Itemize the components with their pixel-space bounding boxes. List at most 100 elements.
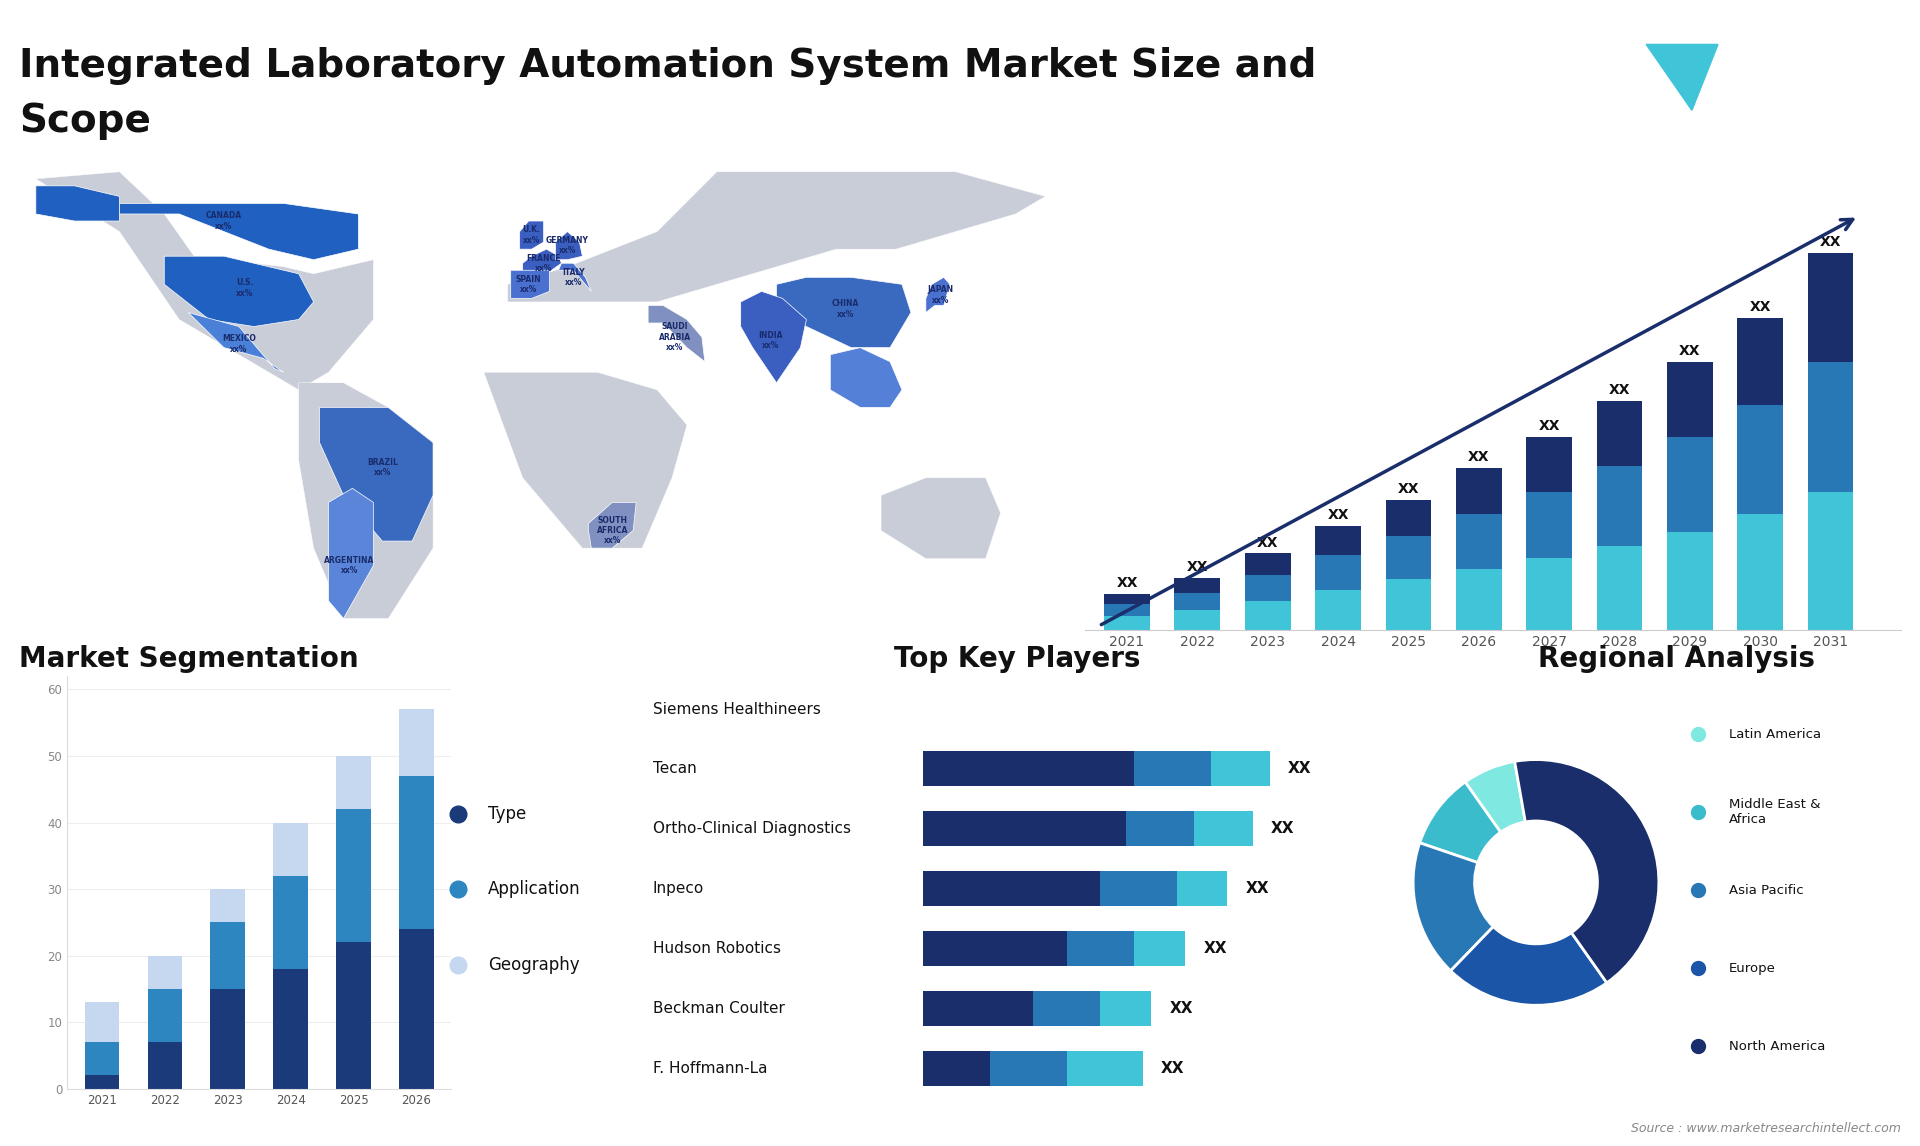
- Polygon shape: [319, 408, 434, 541]
- Text: Market Segmentation: Market Segmentation: [19, 645, 359, 673]
- Text: XX: XX: [1609, 383, 1630, 398]
- Bar: [1068, 1051, 1142, 1085]
- Bar: [1315, 590, 1361, 630]
- Text: INTELLECT: INTELLECT: [1764, 110, 1834, 124]
- Wedge shape: [1419, 782, 1501, 863]
- Polygon shape: [36, 172, 372, 390]
- Text: Source : www.marketresearchintellect.com: Source : www.marketresearchintellect.com: [1630, 1122, 1901, 1135]
- Text: Asia Pacific: Asia Pacific: [1728, 884, 1803, 896]
- Text: U.S.
xx%: U.S. xx%: [236, 278, 253, 298]
- Text: XX: XX: [1820, 235, 1841, 249]
- Text: Siemens Healthineers: Siemens Healthineers: [653, 701, 820, 716]
- Bar: [1104, 594, 1150, 604]
- Bar: [1597, 545, 1642, 630]
- Bar: [924, 871, 1100, 906]
- Bar: [1175, 592, 1221, 610]
- Polygon shape: [741, 291, 806, 383]
- Polygon shape: [165, 257, 313, 327]
- Bar: [336, 809, 371, 942]
- Bar: [1455, 570, 1501, 630]
- Bar: [1597, 466, 1642, 545]
- Bar: [1526, 558, 1572, 630]
- Bar: [336, 756, 371, 809]
- Text: Scope: Scope: [19, 102, 152, 140]
- Text: F. Hoffmann-La: F. Hoffmann-La: [653, 1060, 768, 1076]
- Bar: [84, 1003, 119, 1042]
- Bar: [84, 1075, 119, 1089]
- Bar: [1244, 554, 1290, 575]
- Polygon shape: [119, 204, 359, 260]
- Text: FRANCE
xx%: FRANCE xx%: [526, 253, 561, 273]
- Bar: [211, 889, 246, 923]
- Polygon shape: [588, 502, 636, 548]
- Text: XX: XX: [1116, 576, 1139, 590]
- Bar: [1807, 493, 1853, 630]
- Bar: [399, 709, 434, 776]
- Polygon shape: [649, 306, 705, 362]
- Bar: [399, 776, 434, 929]
- Bar: [1194, 811, 1254, 846]
- Bar: [273, 876, 307, 968]
- Bar: [1738, 515, 1784, 630]
- Text: Tecan: Tecan: [653, 761, 697, 777]
- Bar: [924, 811, 1125, 846]
- Text: JAPAN
xx%: JAPAN xx%: [927, 285, 954, 305]
- Bar: [148, 989, 182, 1042]
- Bar: [1597, 401, 1642, 466]
- Bar: [1386, 580, 1430, 630]
- Text: ARGENTINA
xx%: ARGENTINA xx%: [324, 556, 374, 575]
- Bar: [1315, 555, 1361, 590]
- Text: RESEARCH: RESEARCH: [1764, 78, 1834, 91]
- Polygon shape: [555, 231, 582, 260]
- Bar: [1455, 468, 1501, 515]
- Bar: [1455, 515, 1501, 570]
- Bar: [1135, 931, 1185, 966]
- Text: U.K.
xx%: U.K. xx%: [522, 226, 541, 245]
- Polygon shape: [484, 372, 687, 548]
- Text: XX: XX: [1169, 1000, 1192, 1015]
- Polygon shape: [520, 221, 543, 249]
- Polygon shape: [522, 249, 561, 274]
- Bar: [991, 1051, 1068, 1085]
- Text: Beckman Coulter: Beckman Coulter: [653, 1000, 785, 1015]
- Bar: [1526, 437, 1572, 493]
- Bar: [924, 931, 1068, 966]
- Text: XX: XX: [1162, 1060, 1185, 1076]
- Text: SAUDI
ARABIA
xx%: SAUDI ARABIA xx%: [659, 322, 691, 352]
- Text: XX: XX: [1327, 508, 1348, 523]
- Text: Integrated Laboratory Automation System Market Size and: Integrated Laboratory Automation System …: [19, 47, 1317, 85]
- Polygon shape: [559, 264, 591, 291]
- Bar: [924, 990, 1033, 1026]
- Text: CHINA
xx%: CHINA xx%: [831, 299, 858, 319]
- Wedge shape: [1515, 760, 1659, 983]
- Bar: [1210, 752, 1269, 786]
- Wedge shape: [1465, 761, 1524, 832]
- Text: MEXICO
xx%: MEXICO xx%: [223, 335, 255, 354]
- Text: Geography: Geography: [488, 956, 580, 974]
- Text: SOUTH
AFRICA
xx%: SOUTH AFRICA xx%: [597, 516, 628, 545]
- Bar: [1738, 405, 1784, 515]
- Text: Ortho-Clinical Diagnostics: Ortho-Clinical Diagnostics: [653, 822, 851, 837]
- Text: XX: XX: [1258, 535, 1279, 550]
- Text: North America: North America: [1728, 1039, 1824, 1052]
- Bar: [336, 942, 371, 1089]
- Text: Latin America: Latin America: [1728, 728, 1820, 740]
- Text: Regional Analysis: Regional Analysis: [1538, 645, 1814, 673]
- Bar: [1667, 532, 1713, 630]
- Text: CANADA
xx%: CANADA xx%: [205, 211, 242, 230]
- Bar: [1125, 811, 1194, 846]
- Bar: [273, 823, 307, 876]
- Polygon shape: [188, 313, 284, 372]
- Bar: [1068, 931, 1135, 966]
- Bar: [1667, 361, 1713, 437]
- Bar: [1033, 990, 1100, 1026]
- Polygon shape: [511, 270, 549, 298]
- Bar: [1175, 578, 1221, 592]
- Bar: [1807, 361, 1853, 493]
- Text: Hudson Robotics: Hudson Robotics: [653, 941, 781, 956]
- Text: XX: XX: [1749, 300, 1770, 314]
- Bar: [1667, 437, 1713, 532]
- Text: Middle East &
Africa: Middle East & Africa: [1728, 799, 1820, 826]
- Bar: [1177, 871, 1227, 906]
- Bar: [1386, 536, 1430, 580]
